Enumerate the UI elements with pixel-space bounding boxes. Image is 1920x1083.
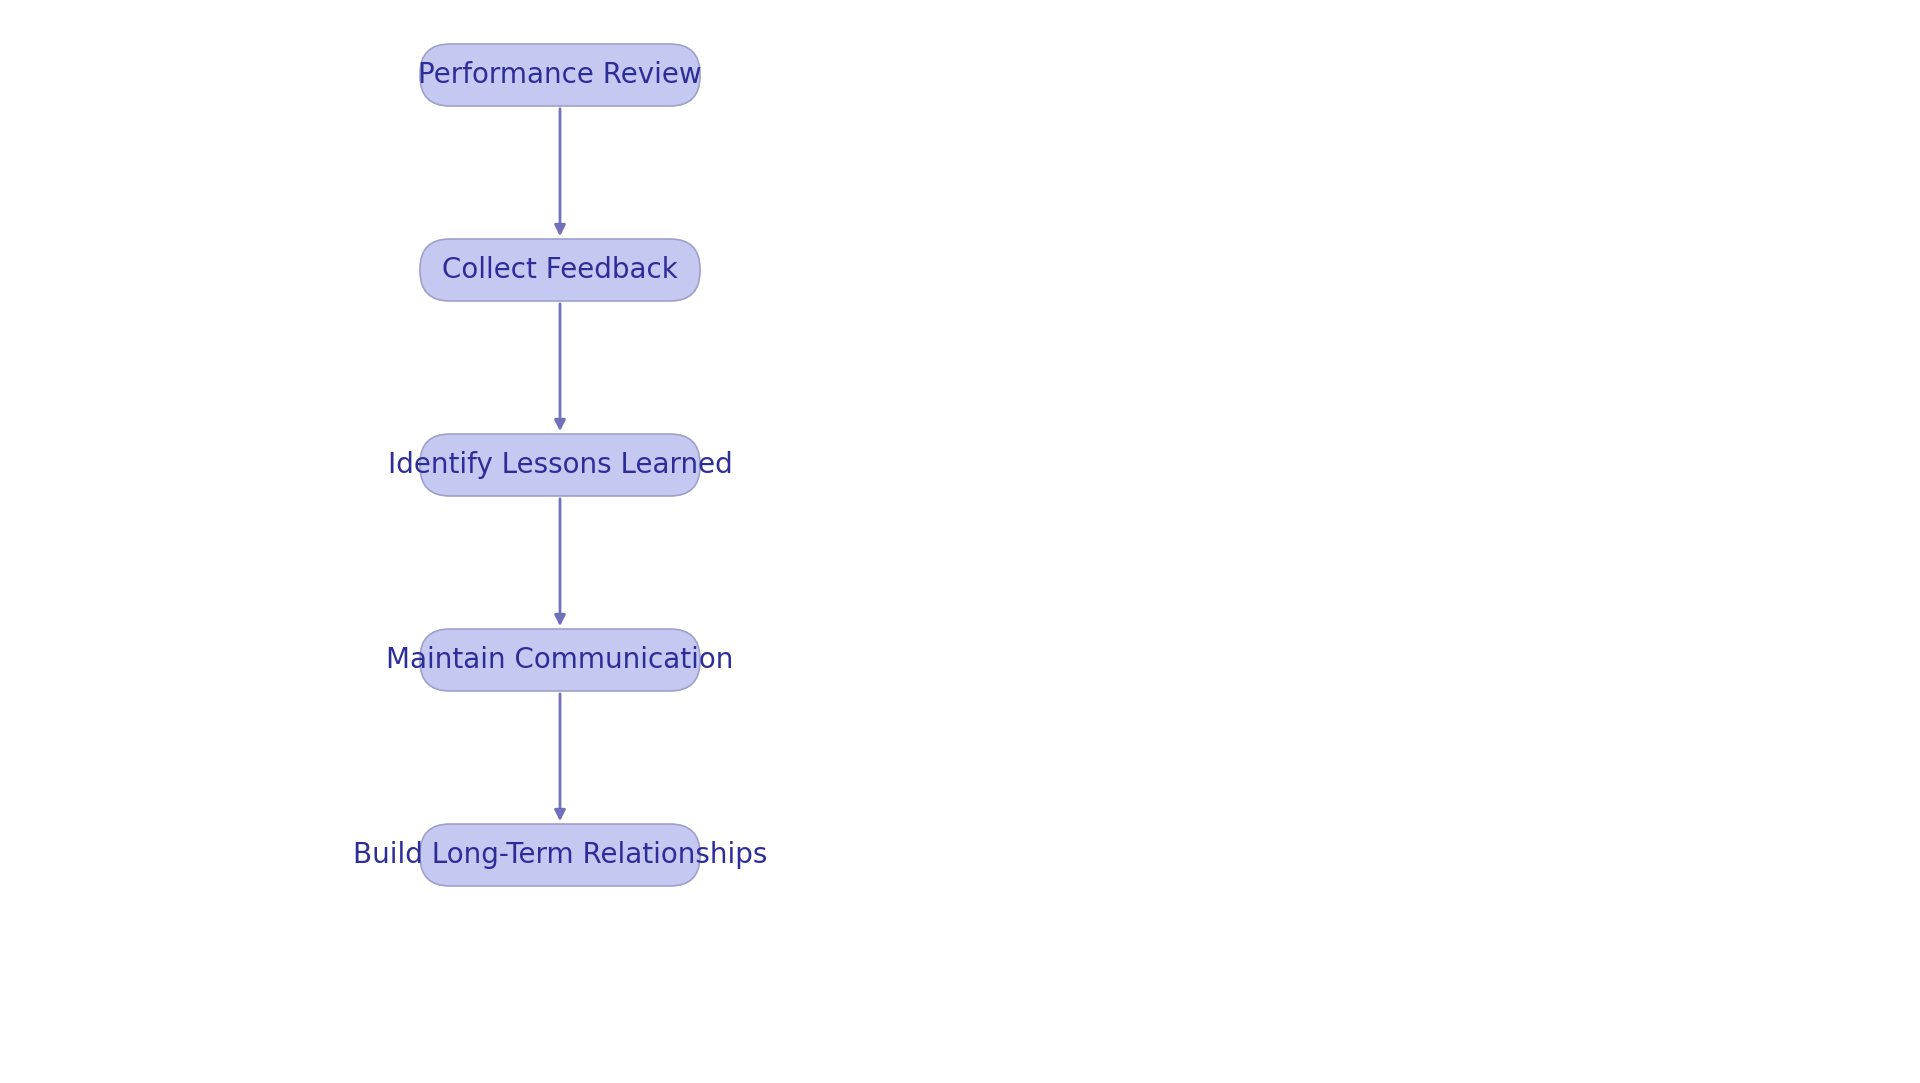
Text: Maintain Communication: Maintain Communication	[386, 645, 733, 674]
Text: Build Long-Term Relationships: Build Long-Term Relationships	[353, 841, 768, 869]
Text: Identify Lessons Learned: Identify Lessons Learned	[388, 451, 732, 479]
FancyBboxPatch shape	[420, 629, 701, 691]
FancyBboxPatch shape	[420, 239, 701, 301]
FancyBboxPatch shape	[420, 434, 701, 496]
Text: Collect Feedback: Collect Feedback	[442, 256, 678, 284]
FancyBboxPatch shape	[420, 824, 701, 886]
Text: Performance Review: Performance Review	[419, 61, 703, 89]
FancyBboxPatch shape	[420, 44, 701, 106]
